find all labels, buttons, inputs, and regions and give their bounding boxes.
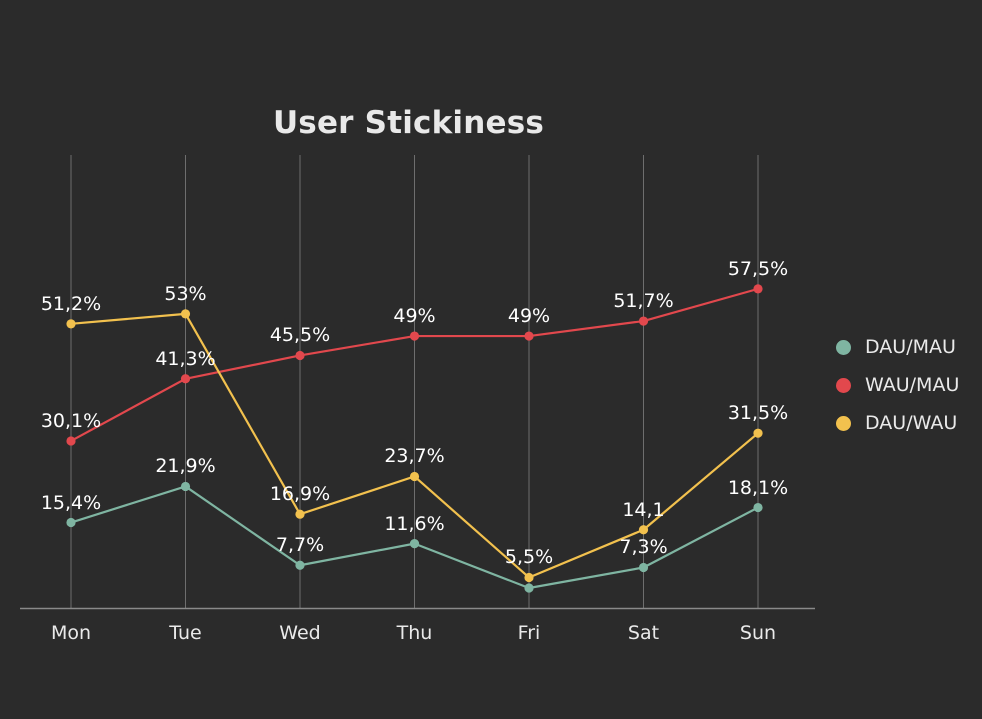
data-point[interactable] [753, 428, 763, 438]
legend-label: DAU/WAU [865, 412, 958, 434]
data-point[interactable] [180, 374, 191, 384]
legend-swatch-icon [836, 377, 851, 393]
data-point[interactable] [524, 331, 534, 341]
legend-swatch-icon [836, 415, 851, 431]
legend-label: DAU/MAU [865, 336, 956, 358]
x-tick-sun: Sun [739, 622, 777, 644]
data-point[interactable] [66, 517, 76, 528]
data-point[interactable] [524, 583, 534, 593]
data-point[interactable] [638, 525, 649, 535]
x-tick-tue: Tue [169, 622, 202, 644]
x-tick-mon: Mon [50, 622, 92, 644]
x-tick-fri: Fri [517, 622, 541, 644]
legend-item-dau-mau[interactable]: DAU/MAU [836, 336, 959, 358]
data-point[interactable] [66, 319, 76, 329]
data-point[interactable] [295, 560, 305, 570]
data-point[interactable] [753, 284, 763, 294]
data-point[interactable] [524, 572, 534, 583]
legend-swatch-icon [836, 339, 851, 355]
data-point[interactable] [66, 436, 76, 446]
x-tick-wed: Wed [279, 622, 321, 644]
data-point[interactable] [409, 471, 420, 482]
data-point[interactable] [638, 562, 649, 573]
data-point[interactable] [409, 331, 420, 341]
legend: DAU/MAU WAU/MAU DAU/WAU [836, 336, 959, 434]
legend-item-wau-mau[interactable]: WAU/MAU [836, 374, 959, 396]
data-point[interactable] [638, 316, 649, 326]
x-tick-thu: Thu [396, 622, 433, 644]
data-point[interactable] [295, 509, 305, 519]
legend-item-dau-wau[interactable]: DAU/WAU [836, 412, 959, 434]
data-point[interactable] [409, 539, 420, 549]
series-points [66, 284, 763, 593]
data-point[interactable] [180, 481, 191, 492]
data-point[interactable] [180, 309, 191, 319]
data-point[interactable] [295, 350, 305, 361]
chart-title: User Stickiness [272, 105, 545, 141]
data-point[interactable] [753, 502, 763, 513]
x-tick-sat: Sat [627, 622, 660, 644]
legend-label: WAU/MAU [865, 374, 960, 396]
